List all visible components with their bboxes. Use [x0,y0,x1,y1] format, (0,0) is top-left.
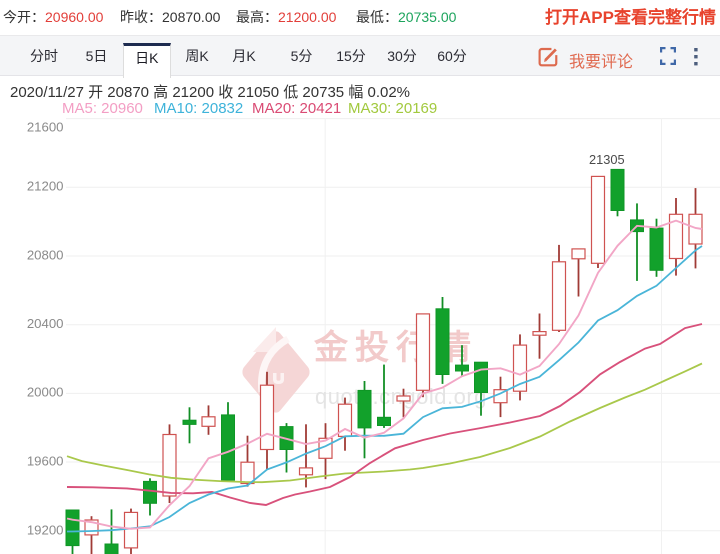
svg-text:21200: 21200 [27,179,64,194]
svg-text:19600: 19600 [27,453,64,468]
svg-text:20000: 20000 [27,385,64,400]
svg-text:20400: 20400 [27,316,64,331]
svg-text:20800: 20800 [27,247,64,262]
svg-text:21305: 21305 [589,152,625,167]
svg-text:19200: 19200 [27,522,64,537]
svg-text:金投行情: 金投行情 [313,328,478,367]
svg-text:21600: 21600 [27,119,64,134]
